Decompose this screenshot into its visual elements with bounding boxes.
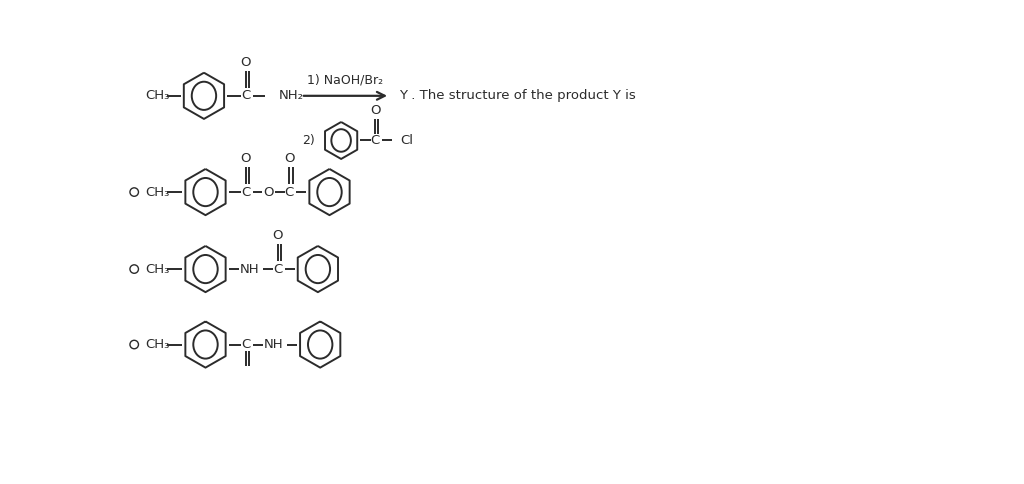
Text: NH: NH xyxy=(240,262,259,275)
Text: C: C xyxy=(371,134,380,147)
Text: C: C xyxy=(242,90,251,102)
Text: C: C xyxy=(242,185,251,198)
Text: 2): 2) xyxy=(302,134,315,147)
Text: Y . The structure of the product Y is: Y . The structure of the product Y is xyxy=(399,90,636,102)
Text: CH₃: CH₃ xyxy=(145,90,169,102)
Text: C: C xyxy=(273,262,283,275)
Text: O: O xyxy=(284,152,295,166)
Text: O: O xyxy=(241,56,251,69)
Text: NH: NH xyxy=(264,338,284,351)
Text: C: C xyxy=(242,338,251,351)
Text: CH₃: CH₃ xyxy=(145,262,169,275)
Text: O: O xyxy=(263,185,273,198)
Text: O: O xyxy=(241,152,251,166)
Text: 1) NaOH/Br₂: 1) NaOH/Br₂ xyxy=(307,74,383,87)
Text: CH₃: CH₃ xyxy=(145,338,169,351)
Text: O: O xyxy=(370,104,381,117)
Text: NH₂: NH₂ xyxy=(280,90,304,102)
Text: Cl: Cl xyxy=(400,134,413,147)
Text: C: C xyxy=(285,185,294,198)
Text: CH₃: CH₃ xyxy=(145,185,169,198)
Text: O: O xyxy=(272,229,283,242)
